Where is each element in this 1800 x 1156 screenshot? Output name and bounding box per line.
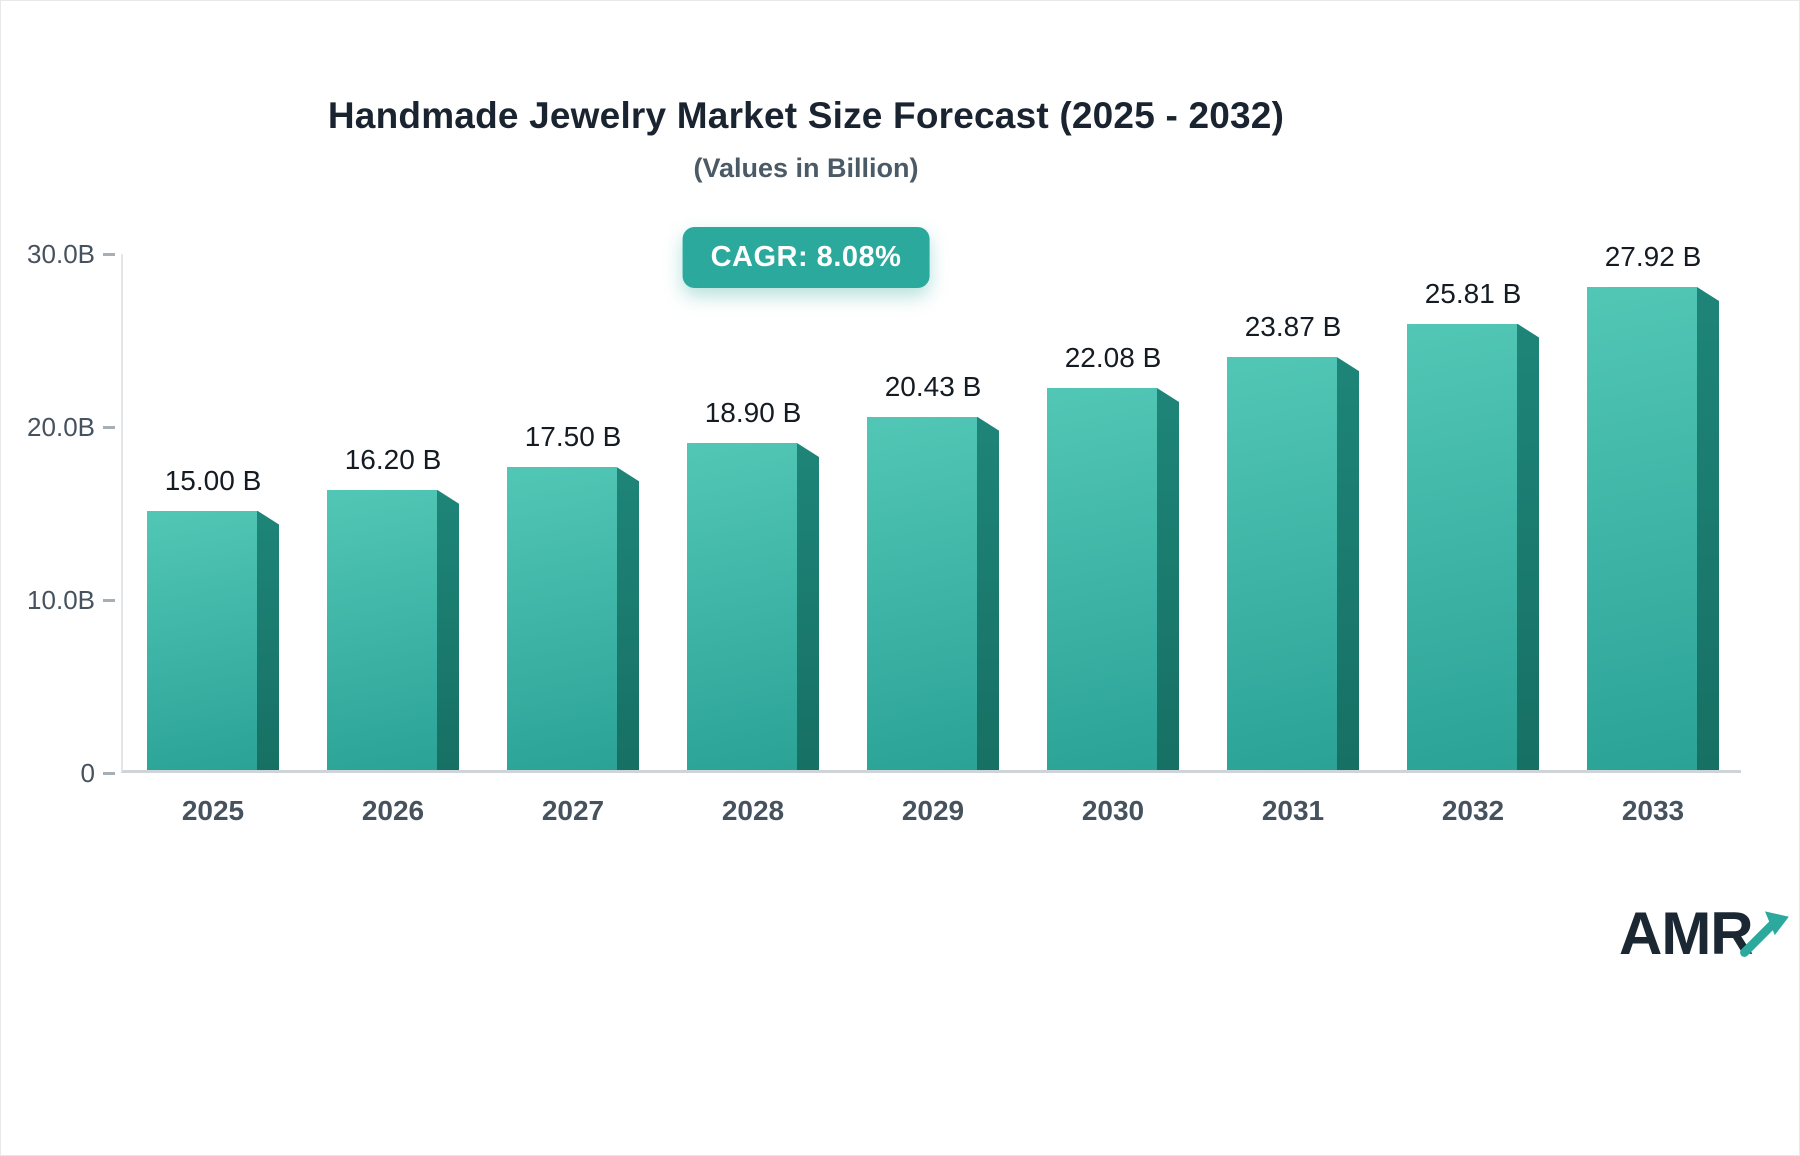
bar-value-label: 15.00 B bbox=[164, 464, 262, 496]
bar-side-face bbox=[1337, 357, 1359, 770]
bar bbox=[327, 489, 459, 770]
bar-value-label: 18.90 B bbox=[704, 397, 802, 429]
x-axis-category-label: 2028 bbox=[721, 795, 785, 826]
bar-value-label: 22.08 B bbox=[1064, 342, 1162, 374]
bar-value-label: 27.92 B bbox=[1604, 240, 1702, 272]
x-axis-category-label: 2025 bbox=[181, 795, 245, 826]
bar bbox=[507, 467, 639, 770]
y-axis-tick-label: 10.0B bbox=[27, 585, 95, 615]
y-axis-tick-label: 0 bbox=[80, 758, 95, 788]
bar-side-face bbox=[797, 443, 819, 770]
bar bbox=[1587, 286, 1719, 770]
bar-side-face bbox=[1517, 323, 1539, 770]
bar-value-label: 23.87 B bbox=[1244, 311, 1342, 343]
bar bbox=[147, 510, 279, 770]
x-axis-category-label: 2030 bbox=[1081, 795, 1145, 826]
y-axis-tick-label: 20.0B bbox=[27, 412, 95, 442]
growth-arrow-icon bbox=[1739, 907, 1791, 959]
bar bbox=[687, 443, 819, 770]
y-axis-tick-mark bbox=[103, 598, 115, 602]
y-axis-tick-mark bbox=[103, 425, 115, 429]
x-axis-category-label: 2031 bbox=[1261, 795, 1325, 826]
x-axis-category-label: 2027 bbox=[541, 795, 605, 826]
bar-value-label: 17.50 B bbox=[524, 421, 622, 453]
bar bbox=[1407, 323, 1539, 770]
bar-value-label: 20.43 B bbox=[884, 370, 982, 402]
bar-value-label: 16.20 B bbox=[344, 443, 442, 475]
y-axis-tick-mark bbox=[103, 771, 115, 775]
y-axis-tick-mark bbox=[103, 252, 115, 256]
bar-side-face bbox=[257, 510, 279, 770]
bar-side-face bbox=[617, 467, 639, 770]
amr-logo-text: AMR bbox=[1619, 900, 1754, 967]
bar-side-face bbox=[1697, 286, 1719, 770]
x-axis-category-label: 2026 bbox=[361, 795, 425, 826]
plot-area: 0 10.0B 20.0B 30.0B 15.00 B 2025 16.20 B 2026 17… bbox=[27, 239, 1741, 826]
bar bbox=[1047, 388, 1179, 770]
cagr-badge: CAGR: 8.08% bbox=[682, 227, 930, 288]
bar-side-face bbox=[1157, 388, 1179, 770]
bar bbox=[867, 416, 999, 770]
bar-value-label: 25.81 B bbox=[1424, 277, 1522, 309]
bar-side-face bbox=[437, 489, 459, 770]
bar bbox=[1227, 357, 1359, 770]
chart-subtitle: (Values in Billion) bbox=[693, 153, 919, 183]
bar-side-face bbox=[977, 416, 999, 770]
amr-logo: AMR bbox=[1619, 899, 1791, 968]
x-axis-category-label: 2033 bbox=[1621, 795, 1685, 826]
y-axis-tick-label: 30.0B bbox=[27, 239, 95, 269]
x-axis-category-label: 2029 bbox=[901, 795, 965, 826]
chart-title: Handmade Jewelry Market Size Forecast (2… bbox=[327, 95, 1285, 136]
chart-header: Handmade Jewelry Market Size Forecast (2… bbox=[1, 1, 1611, 184]
x-axis-category-label: 2032 bbox=[1441, 795, 1505, 826]
